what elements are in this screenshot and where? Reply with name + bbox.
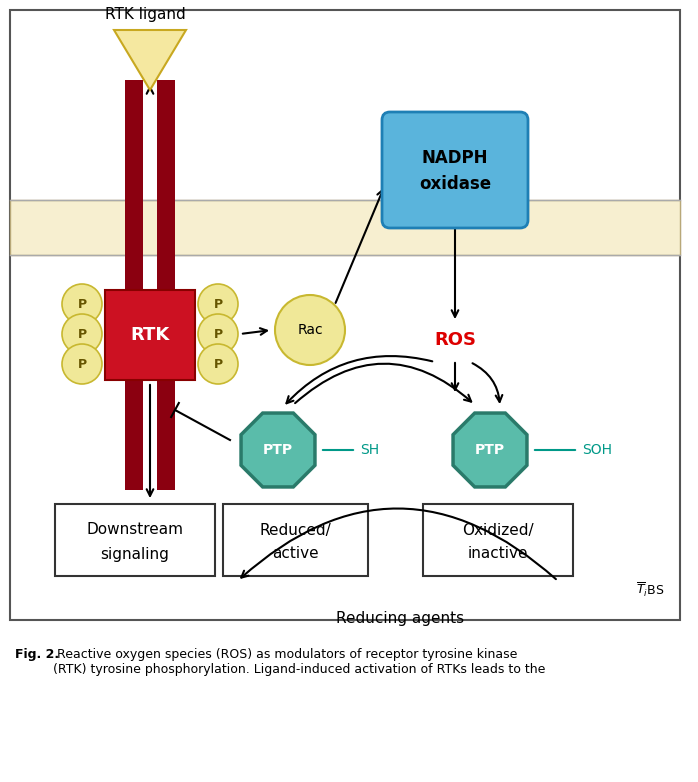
Polygon shape: [241, 413, 315, 487]
Text: P: P: [77, 357, 87, 371]
Text: NADPH: NADPH: [422, 149, 488, 167]
Polygon shape: [453, 413, 527, 487]
Bar: [55, 504, 215, 576]
Text: P: P: [77, 328, 87, 340]
Text: PTP: PTP: [263, 443, 293, 457]
Text: RTK ligand: RTK ligand: [105, 7, 186, 22]
Text: Reduced/: Reduced/: [259, 522, 331, 537]
Bar: [10, 200, 680, 255]
Bar: [105, 290, 195, 380]
Text: Fig. 2.: Fig. 2.: [15, 648, 59, 661]
Text: oxidase: oxidase: [419, 175, 491, 193]
Text: active: active: [272, 547, 318, 561]
Text: $\overline{T}$$_i$BS: $\overline{T}$$_i$BS: [636, 581, 664, 599]
Text: RTK: RTK: [131, 326, 170, 344]
Text: inactive: inactive: [468, 547, 528, 561]
FancyBboxPatch shape: [382, 112, 528, 228]
Bar: [125, 80, 143, 490]
Bar: [423, 504, 573, 576]
Text: P: P: [214, 328, 223, 340]
Circle shape: [198, 314, 238, 354]
Circle shape: [198, 284, 238, 324]
Circle shape: [198, 344, 238, 384]
Text: Downstream: Downstream: [87, 522, 184, 537]
Text: Rac: Rac: [297, 323, 322, 337]
Text: Reactive oxygen species (ROS) as modulators of receptor tyrosine kinase
(RTK) ty: Reactive oxygen species (ROS) as modulat…: [53, 648, 545, 676]
Text: Oxidized/: Oxidized/: [462, 522, 534, 537]
Text: PTP: PTP: [475, 443, 505, 457]
Text: ROS: ROS: [434, 331, 476, 349]
Text: P: P: [214, 297, 223, 310]
Circle shape: [62, 284, 102, 324]
Polygon shape: [114, 30, 186, 90]
Circle shape: [275, 295, 345, 365]
Text: Reducing agents: Reducing agents: [336, 611, 464, 626]
Bar: [10, 10, 680, 620]
Text: SOH: SOH: [582, 443, 612, 457]
Text: P: P: [77, 297, 87, 310]
Text: SH: SH: [360, 443, 379, 457]
Text: P: P: [214, 357, 223, 371]
Text: signaling: signaling: [101, 547, 170, 561]
Circle shape: [62, 344, 102, 384]
Circle shape: [62, 314, 102, 354]
Bar: [223, 504, 368, 576]
Bar: [157, 80, 175, 490]
